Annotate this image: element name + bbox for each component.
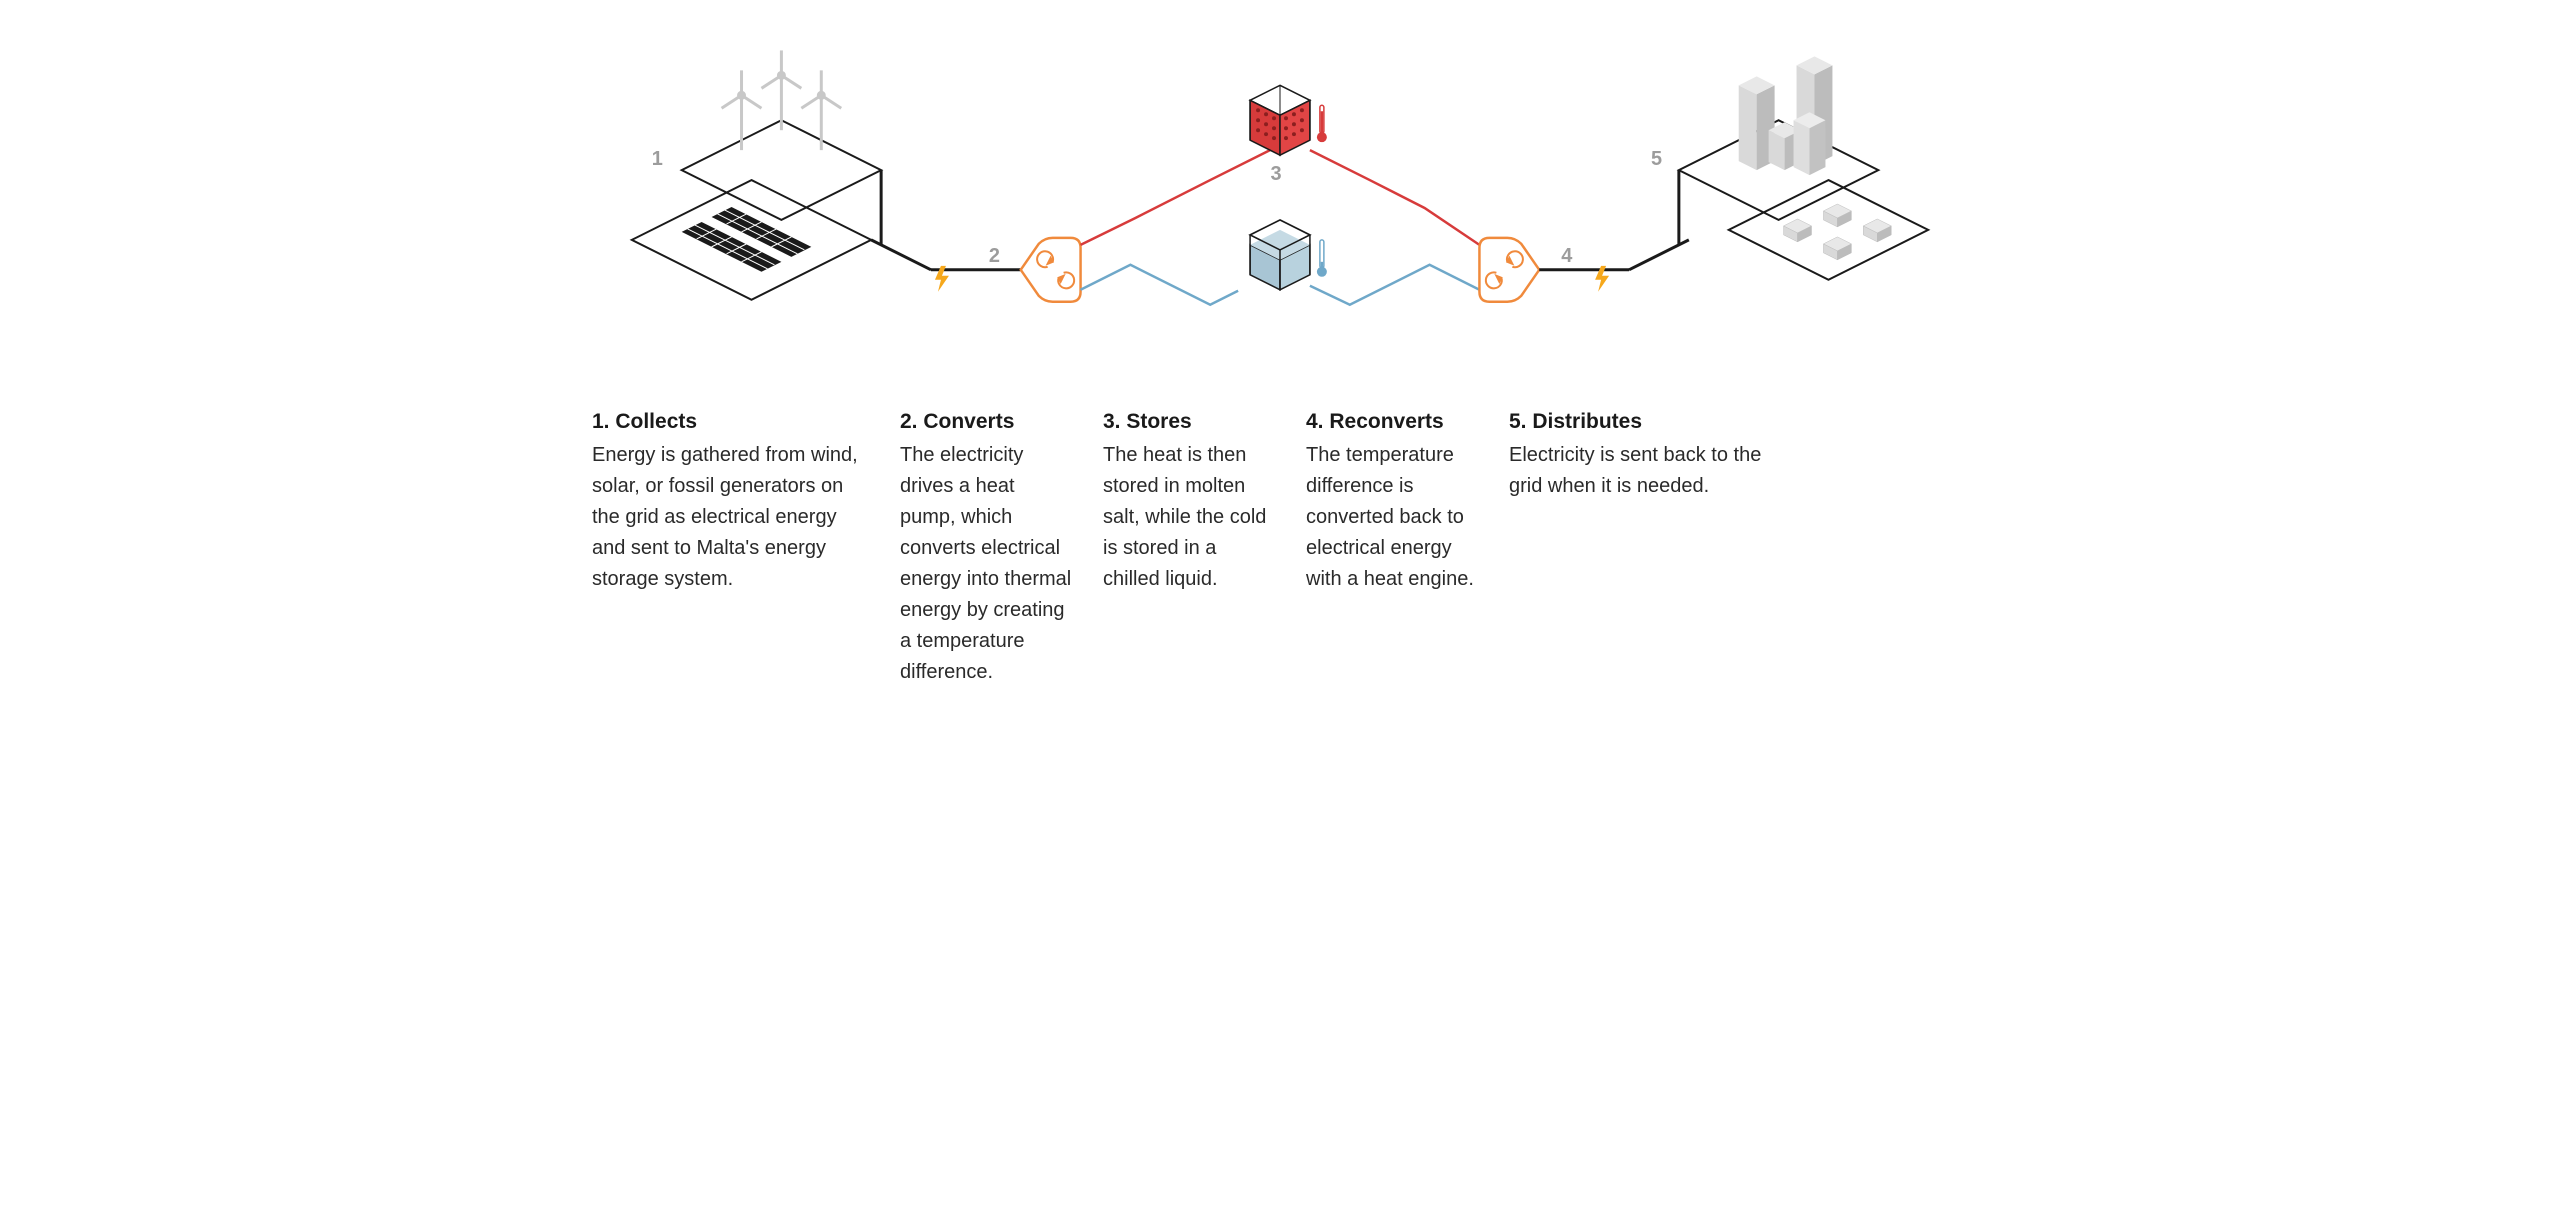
buildings-tile [1679, 56, 1878, 220]
label-2: 2 [989, 245, 1000, 267]
energy-storage-diagram: 1 2 3 4 5 [572, 30, 1988, 370]
thermometer-cold-icon [1317, 240, 1327, 277]
step-title: 5. Distributes [1509, 410, 1789, 434]
label-3: 3 [1270, 163, 1281, 185]
step-converts: 2. Converts The electricity drives a hea… [900, 410, 1075, 688]
label-5: 5 [1651, 148, 1662, 170]
step-body: The heat is then stored in molten salt, … [1103, 440, 1278, 595]
step-body: The electricity drives a heat pump, whic… [900, 440, 1075, 688]
heat-pump-left [1021, 238, 1081, 302]
step-collects: 1. Collects Energy is gathered from wind… [592, 410, 872, 688]
step-title: 1. Collects [592, 410, 872, 434]
step-title: 2. Converts [900, 410, 1075, 434]
thermometer-hot-icon [1317, 105, 1327, 142]
label-1: 1 [652, 148, 663, 170]
step-title: 3. Stores [1103, 410, 1278, 434]
step-body: Electricity is sent back to the grid whe… [1509, 440, 1789, 502]
step-body: The temperature difference is converted … [1306, 440, 1481, 595]
label-4: 4 [1561, 245, 1572, 267]
step-stores: 3. Stores The heat is then stored in mol… [1103, 410, 1278, 688]
step-reconverts: 4. Reconverts The temperature difference… [1306, 410, 1481, 688]
hot-tank [1250, 85, 1327, 155]
diagram-svg: 1 2 3 4 5 [572, 30, 1988, 370]
step-title: 4. Reconverts [1306, 410, 1481, 434]
step-distributes: 5. Distributes Electricity is sent back … [1509, 410, 1789, 688]
cold-tank [1250, 220, 1327, 290]
solar-tile [632, 180, 871, 300]
heat-engine-right [1479, 238, 1539, 302]
step-body: Energy is gathered from wind, solar, or … [592, 440, 872, 595]
steps-row: 1. Collects Energy is gathered from wind… [572, 410, 1988, 688]
